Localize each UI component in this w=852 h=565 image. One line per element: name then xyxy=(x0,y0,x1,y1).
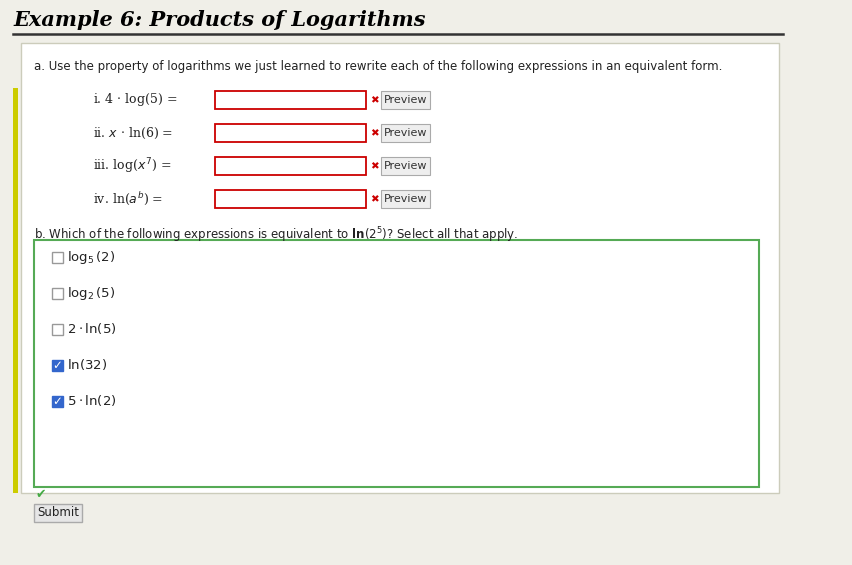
FancyBboxPatch shape xyxy=(381,157,429,175)
Text: ✖: ✖ xyxy=(370,95,379,105)
Text: $\log_5(2)$: $\log_5(2)$ xyxy=(67,249,116,266)
Text: $5 \cdot \ln(2)$: $5 \cdot \ln(2)$ xyxy=(67,393,117,408)
Text: ii. $x$ $\cdot$ ln(6) =: ii. $x$ $\cdot$ ln(6) = xyxy=(94,125,175,141)
Text: ✖: ✖ xyxy=(370,194,379,204)
FancyBboxPatch shape xyxy=(52,324,62,334)
Text: ✓: ✓ xyxy=(53,359,62,372)
FancyBboxPatch shape xyxy=(215,157,366,175)
FancyBboxPatch shape xyxy=(33,240,758,487)
FancyBboxPatch shape xyxy=(215,124,366,142)
Text: ✖: ✖ xyxy=(370,128,379,138)
FancyBboxPatch shape xyxy=(52,251,62,263)
Text: ✖: ✖ xyxy=(370,161,379,171)
FancyBboxPatch shape xyxy=(215,190,366,208)
Text: Preview: Preview xyxy=(383,128,427,138)
Text: i. 4 $\cdot$ log(5) =: i. 4 $\cdot$ log(5) = xyxy=(94,92,179,108)
Text: a. Use the property of logarithms we just learned to rewrite each of the followi: a. Use the property of logarithms we jus… xyxy=(33,60,722,73)
Text: $\ln(32)$: $\ln(32)$ xyxy=(67,358,107,372)
Text: Preview: Preview xyxy=(383,95,427,105)
Text: iv. ln($a^b$) =: iv. ln($a^b$) = xyxy=(94,190,164,207)
FancyBboxPatch shape xyxy=(20,43,780,493)
Text: b. Which of the following expressions is equivalent to $\mathbf{ln}(2^5)$? Selec: b. Which of the following expressions is… xyxy=(33,225,518,245)
FancyBboxPatch shape xyxy=(52,288,62,298)
Text: ✔: ✔ xyxy=(36,488,46,501)
Text: $\log_2(5)$: $\log_2(5)$ xyxy=(67,285,116,302)
Text: Submit: Submit xyxy=(37,506,79,519)
Text: $2 \cdot \ln(5)$: $2 \cdot \ln(5)$ xyxy=(67,321,117,337)
Text: Preview: Preview xyxy=(383,161,427,171)
FancyBboxPatch shape xyxy=(52,396,62,406)
FancyBboxPatch shape xyxy=(381,190,429,208)
FancyBboxPatch shape xyxy=(381,124,429,142)
FancyBboxPatch shape xyxy=(381,91,429,109)
Text: Preview: Preview xyxy=(383,194,427,204)
Text: Example 6: Products of Logarithms: Example 6: Products of Logarithms xyxy=(13,10,426,30)
FancyBboxPatch shape xyxy=(33,504,83,522)
Bar xyxy=(13,88,18,493)
FancyBboxPatch shape xyxy=(215,91,366,109)
FancyBboxPatch shape xyxy=(52,359,62,371)
Text: ✓: ✓ xyxy=(53,394,62,407)
Text: iii. log($x^7$) =: iii. log($x^7$) = xyxy=(94,156,173,176)
